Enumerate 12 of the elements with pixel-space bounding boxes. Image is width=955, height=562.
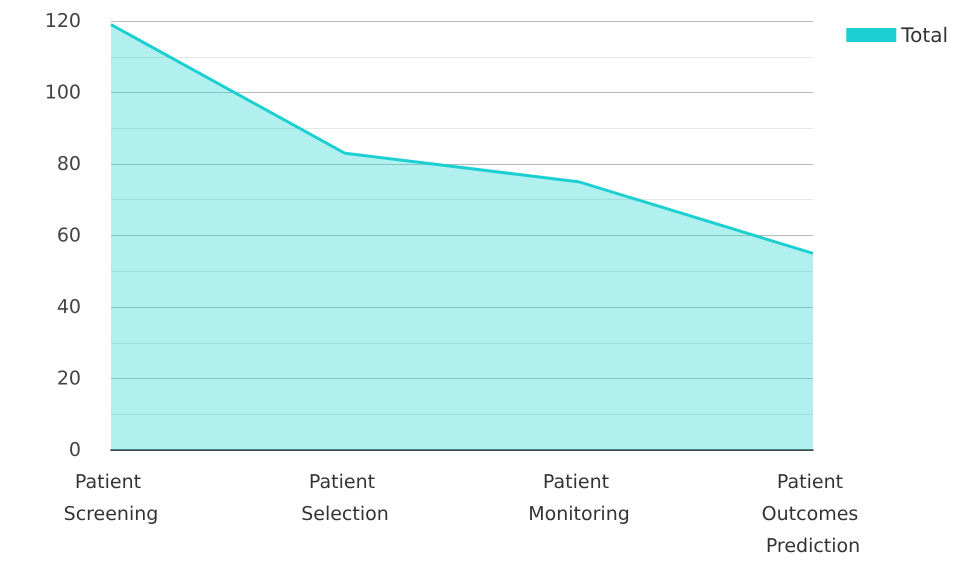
y-tick-label: 20 — [56, 368, 81, 390]
y-tick-label: 40 — [56, 296, 81, 318]
x-tick-label: Patient Outcomes Prediction — [762, 471, 864, 557]
legend-label: Total — [900, 23, 948, 47]
y-tick-label: 100 — [44, 82, 81, 104]
y-tick-label: 60 — [56, 224, 81, 246]
y-tick-label: 80 — [56, 153, 81, 175]
y-tick-label: 0 — [68, 439, 81, 461]
x-tick-label: Patient Screening — [64, 471, 158, 525]
x-tick-label: Patient Selection — [301, 471, 389, 525]
x-tick-label: Patient Monitoring — [528, 471, 630, 525]
y-tick-label: 120 — [44, 10, 81, 32]
